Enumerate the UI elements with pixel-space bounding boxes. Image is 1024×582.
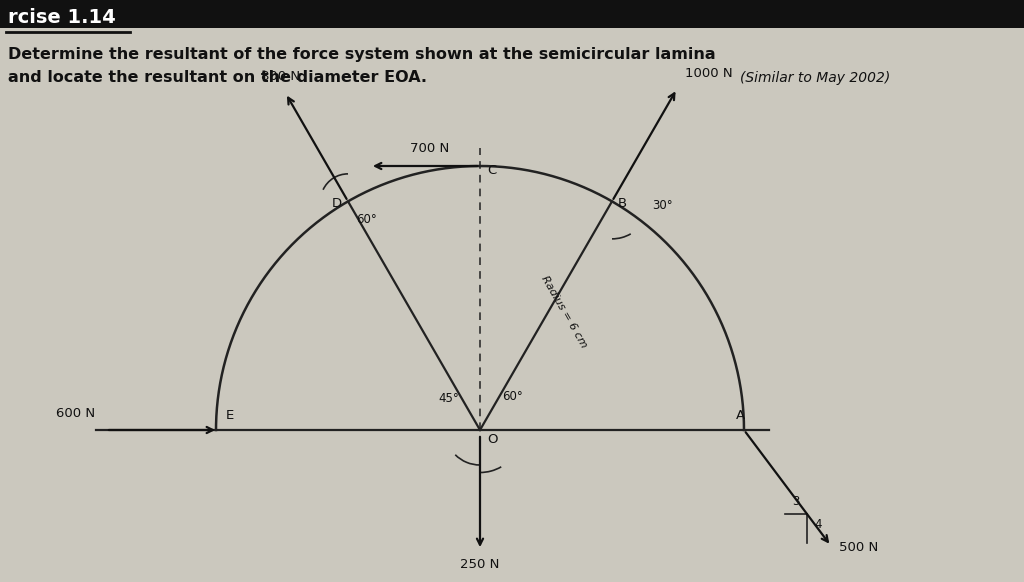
Text: B: B [618, 197, 627, 210]
Text: rcise 1.14: rcise 1.14 [8, 8, 116, 27]
Text: 4: 4 [815, 518, 822, 531]
Text: 700 N: 700 N [411, 142, 450, 155]
Text: Determine the resultant of the force system shown at the semicircular lamina: Determine the resultant of the force sys… [8, 47, 716, 62]
Text: D: D [332, 197, 342, 210]
Text: A: A [736, 409, 745, 422]
Text: 60°: 60° [356, 214, 377, 226]
Text: 60°: 60° [502, 390, 522, 403]
Text: and locate the resultant on the diameter EOA.: and locate the resultant on the diameter… [8, 70, 427, 86]
Text: 800 N: 800 N [261, 70, 300, 83]
Text: 1000 N: 1000 N [685, 67, 732, 80]
Text: 3: 3 [792, 495, 800, 508]
Text: Radius = 6 cm: Radius = 6 cm [540, 274, 589, 350]
Text: (Similar to May 2002): (Similar to May 2002) [740, 71, 890, 85]
Text: 500 N: 500 N [839, 541, 879, 554]
Text: 30°: 30° [652, 200, 673, 212]
Text: C: C [487, 164, 497, 177]
Text: 45°: 45° [438, 392, 459, 405]
Text: O: O [487, 433, 498, 446]
Text: 250 N: 250 N [461, 558, 500, 571]
Text: 600 N: 600 N [56, 407, 95, 420]
Text: E: E [226, 409, 234, 422]
Bar [0, 0, 1024, 28]
